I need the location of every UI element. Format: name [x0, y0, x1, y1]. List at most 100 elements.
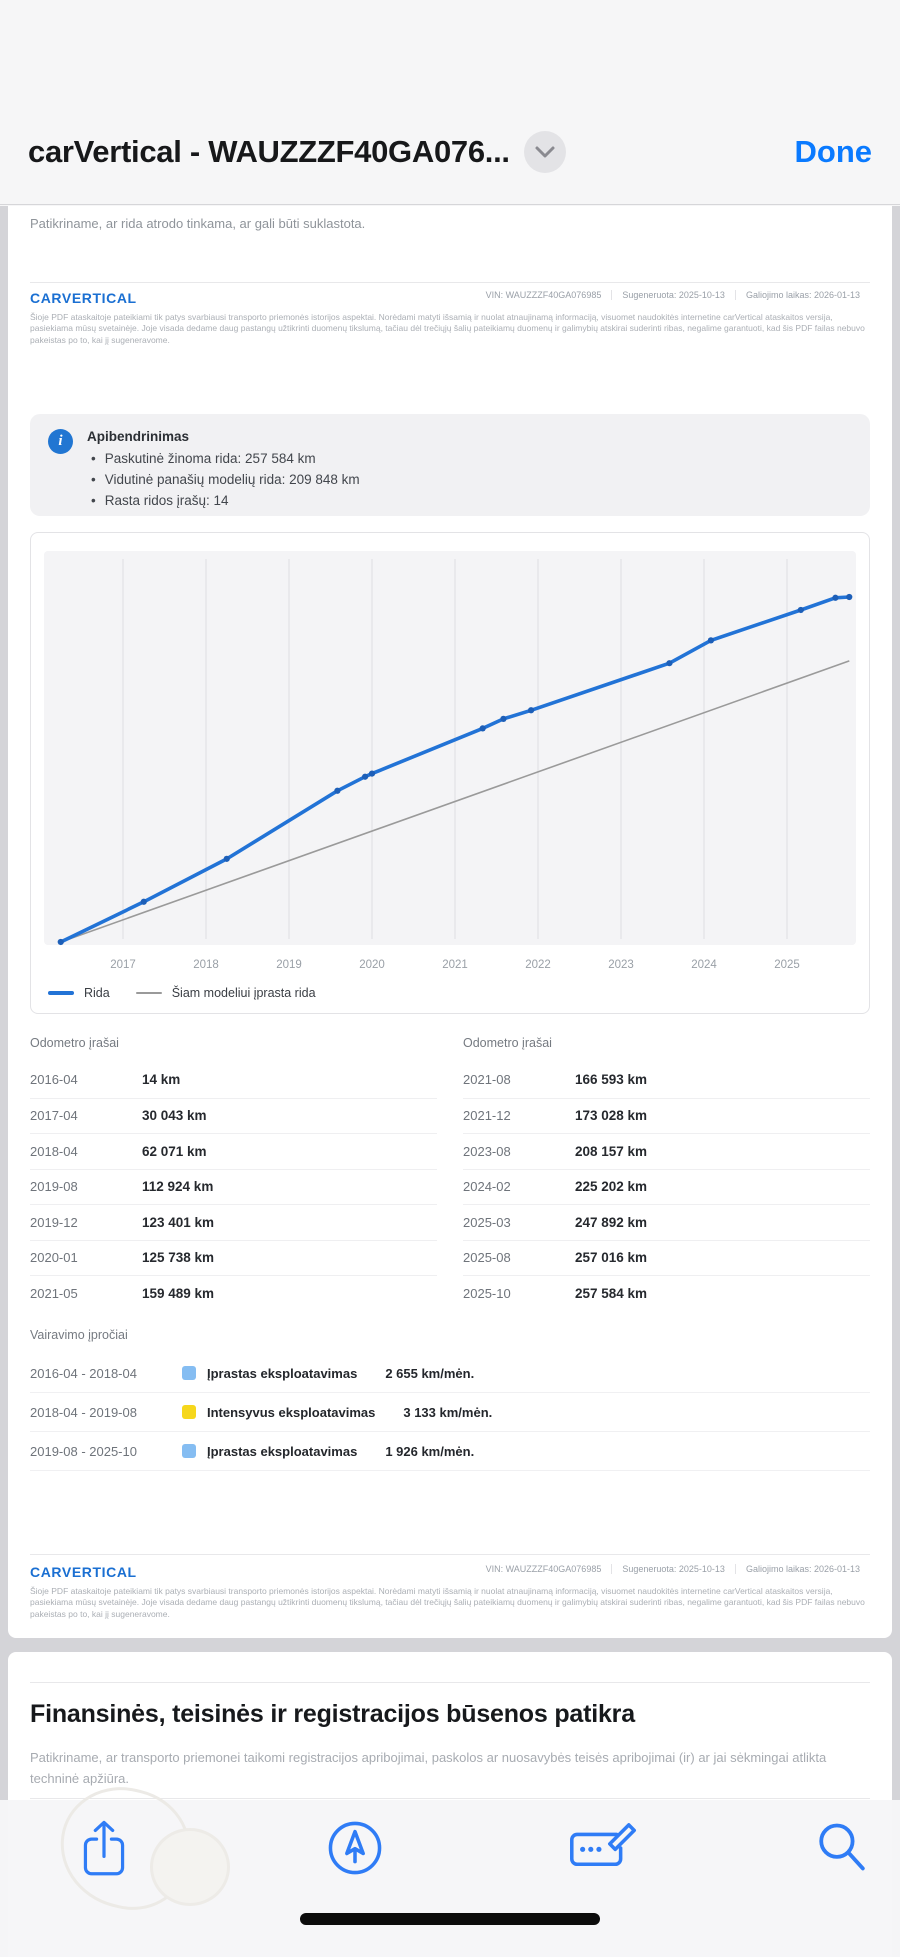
summary-bullet: Vidutinė panašių modelių rida: 209 848 k… — [87, 470, 360, 491]
svg-text:2017: 2017 — [110, 959, 136, 971]
habit-type: Intensyvus eksploatavimas — [207, 1404, 376, 1420]
odometer-date: 2025-03 — [463, 1214, 511, 1230]
odometer-date: 2019-12 — [30, 1214, 78, 1230]
title-menu-button[interactable] — [523, 131, 566, 173]
habit-color-swatch — [182, 1444, 196, 1458]
pdf-toolbar — [0, 1774, 900, 1957]
habit-rate: 1 926 km/mėn. — [385, 1443, 475, 1459]
driving-habits-title: Vairavimo įpročiai — [30, 1328, 128, 1342]
mileage-chart: 2017 2018 2019 2020 2021 2022 2023 2024 2025 — [44, 551, 856, 971]
odometer-date: 2018-04 — [30, 1143, 78, 1159]
odometer-value: 30 043 km — [142, 1108, 207, 1124]
svg-text:2019: 2019 — [276, 959, 302, 971]
table-rows: 2021-08 166 593 km 2021-12 173 028 km 2023-0… — [463, 1062, 870, 1311]
driving-habits-rows: 2016-04 - 2018-04 Įprastas eksploatavimas… — [30, 1354, 870, 1471]
watermark-ghost — [150, 1828, 230, 1906]
habit-rate: 2 655 km/mėn. — [385, 1365, 475, 1381]
odometer-date: 2020-01 — [30, 1250, 78, 1266]
table-row: 2025-10 257 584 km — [463, 1275, 870, 1311]
table-rows: 2016-04 14 km 2017-04 30 043 km 2018-04 62 07… — [30, 1062, 437, 1311]
odometer-date: 2025-08 — [463, 1250, 511, 1266]
report-meta: VIN: WAUZZZF40GA076985 Sugeneruota: 2025… — [476, 290, 870, 300]
table-title: Odometro įrašai — [30, 1036, 119, 1050]
odometer-value: 159 489 km — [142, 1285, 215, 1301]
report-footer: carVertical VIN: WAUZZZF40GA076985 Sugen… — [30, 1564, 870, 1580]
pdf-page-1: Patikriname, ar rida atrodo tinkama, ar … — [8, 206, 892, 1638]
habit-rate: 3 133 km/mėn. — [403, 1404, 493, 1420]
status-bar: 10:37 5G — [0, 0, 900, 141]
odometer-value: 112 924 km — [142, 1179, 214, 1195]
habit-row: 2018-04 - 2019-08 Intensyvus eksploatavim… — [30, 1393, 870, 1432]
vin-value: VIN: WAUZZZF40GA076985 — [485, 1564, 602, 1574]
chart-legend: Rida Šiam modeliui įprasta rida — [48, 986, 856, 1000]
summary-title: Apibendrinimas — [87, 429, 190, 444]
table-row: 2017-04 30 043 km — [30, 1097, 437, 1134]
odometer-value: 62 071 km — [142, 1143, 207, 1159]
odometer-date: 2025-10 — [463, 1285, 511, 1301]
table-row: 2020-01 125 738 km — [30, 1239, 437, 1276]
report-meta: VIN: WAUZZZF40GA076985 Sugeneruota: 2025… — [476, 1564, 870, 1574]
odometer-date: 2017-04 — [30, 1108, 78, 1124]
table-row: 2025-08 257 016 km — [463, 1239, 870, 1276]
document-title: carVertical - WAUZZZF40GA076... — [28, 134, 510, 169]
odometer-tables: Odometro įrašai 2016-04 14 km 2017-04 30 04… — [30, 1032, 870, 1311]
summary-bullet: Rasta ridos įrašų: 14 — [87, 491, 360, 512]
done-button[interactable]: Done — [794, 134, 873, 169]
form-fill-icon — [570, 1823, 636, 1867]
section-heading: Finansinės, teisinės ir registracijos bū… — [30, 1700, 635, 1728]
home-indicator[interactable] — [300, 1913, 600, 1925]
odometer-date: 2021-12 — [463, 1108, 511, 1124]
svg-text:2018: 2018 — [193, 959, 219, 971]
odometer-value: 173 028 km — [575, 1108, 648, 1124]
odometer-table-right: Odometro įrašai 2021-08 166 593 km 2021-12… — [463, 1032, 870, 1311]
carvertical-logo: carVertical — [30, 290, 137, 306]
habit-row: 2019-08 - 2025-10 Įprastas eksploatavimas… — [30, 1432, 870, 1471]
markup-pen-icon — [328, 1821, 382, 1875]
table-row: 2025-03 247 892 km — [463, 1204, 870, 1240]
autofill-form-button[interactable] — [565, 1818, 641, 1883]
legend-line-typical — [135, 992, 162, 994]
odometer-date: 2019-08 — [30, 1179, 78, 1195]
odometer-date: 2021-05 — [30, 1285, 78, 1301]
habit-period: 2019-08 - 2025-10 — [30, 1443, 137, 1459]
search-icon — [819, 1823, 865, 1871]
odometer-date: 2021-08 — [463, 1072, 511, 1088]
odometer-table-left: Odometro įrašai 2016-04 14 km 2017-04 30 04… — [30, 1032, 437, 1311]
table-row: 2021-12 173 028 km — [463, 1097, 870, 1134]
share-button[interactable] — [78, 1818, 130, 1885]
table-row: 2019-12 123 401 km — [30, 1204, 437, 1240]
odometer-date: 2016-04 — [30, 1072, 78, 1088]
odometer-value: 123 401 km — [142, 1214, 215, 1230]
share-icon — [83, 1820, 125, 1876]
odometer-value: 125 738 km — [142, 1250, 215, 1266]
legend-label-rida: Rida — [84, 986, 110, 1000]
table-row: 2023-08 208 157 km — [463, 1133, 870, 1169]
odometer-value: 247 892 km — [575, 1214, 648, 1230]
habit-type: Įprastas eksploatavimas — [207, 1443, 358, 1459]
habit-period: 2018-04 - 2019-08 — [30, 1404, 137, 1420]
section-description: Patikriname, ar transporto priemonei tai… — [30, 1750, 827, 1786]
table-row: 2019-08 112 924 km — [30, 1168, 437, 1205]
svg-text:2021: 2021 — [442, 959, 468, 971]
odometer-date: 2023-08 — [463, 1143, 511, 1159]
footer-disclaimer: Šioje PDF ataskaitoje pateikiami tik pat… — [30, 1586, 865, 1619]
valid-until-date: Galiojimo laikas: 2026-01-13 — [734, 1564, 870, 1574]
search-button[interactable] — [812, 1818, 870, 1883]
table-row: 2018-04 62 071 km — [30, 1133, 437, 1169]
odometer-value: 14 km — [142, 1072, 181, 1088]
markup-button[interactable] — [325, 1818, 385, 1883]
driving-habits: Vairavimo įpročiai 2016-04 - 2018-04 Įpra… — [30, 1324, 870, 1471]
odometer-value: 208 157 km — [575, 1143, 648, 1159]
table-title: Odometro įrašai — [463, 1036, 552, 1050]
summary-card: i Apibendrinimas Paskutinė žinoma rida: … — [30, 414, 870, 516]
section-divider — [30, 1682, 870, 1683]
svg-text:2020: 2020 — [359, 959, 385, 971]
valid-until-date: Galiojimo laikas: 2026-01-13 — [734, 290, 870, 300]
table-row: 2021-08 166 593 km — [463, 1062, 870, 1098]
table-row: 2024-02 225 202 km — [463, 1168, 870, 1205]
odometer-value: 257 016 km — [575, 1250, 648, 1266]
summary-bullet: Paskutinė žinoma rida: 257 584 km — [87, 449, 360, 470]
generated-date: Sugeneruota: 2025-10-13 — [611, 290, 735, 300]
svg-text:2023: 2023 — [608, 959, 634, 971]
